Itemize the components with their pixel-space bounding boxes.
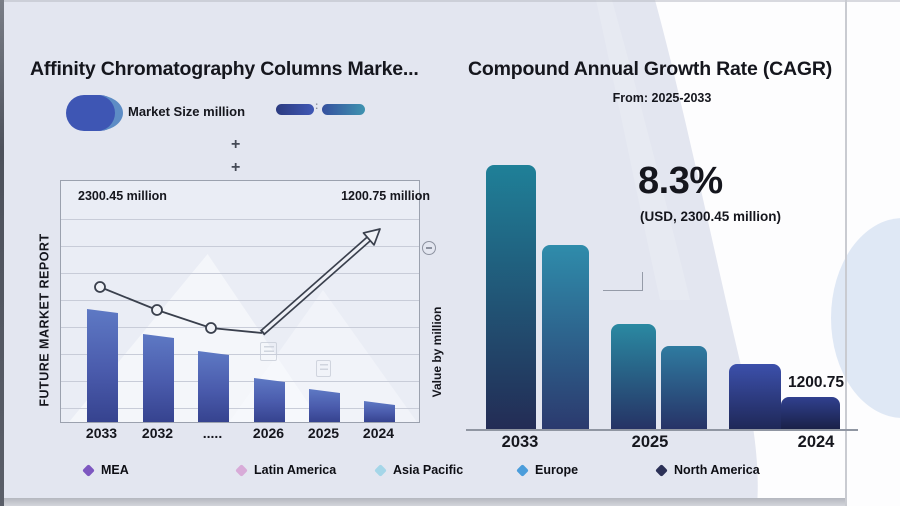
cagr-category-label: 2025 xyxy=(631,433,669,451)
cylinder-icon xyxy=(66,95,123,131)
legend-label: North America xyxy=(674,463,760,477)
cagr-reference-value: (USD, 2300.45 million) xyxy=(640,209,782,224)
cagr-category-label: 2024 xyxy=(797,433,835,451)
plus-icon-top: + xyxy=(231,136,241,153)
future-market-report-label: FUTURE MARKET REPORT xyxy=(37,233,52,407)
scale-pill-icon-2 xyxy=(322,104,365,115)
right-chart-baseline xyxy=(466,429,858,431)
market-size-bar xyxy=(198,351,229,422)
legend-diamond-icon xyxy=(374,464,387,477)
bar-value-label: 1200.75 xyxy=(788,374,845,391)
gridline xyxy=(61,246,419,247)
gridline xyxy=(61,219,419,220)
top-edge-line xyxy=(0,0,900,2)
category-label: ..... xyxy=(202,425,223,441)
left-panel-title: Affinity Chromatography Columns Marke... xyxy=(30,58,419,80)
document-watermark-icon xyxy=(316,360,331,377)
cagr-bar xyxy=(542,245,589,429)
market-size-bar xyxy=(87,309,118,422)
category-label: 2026 xyxy=(252,425,285,441)
plus-icon-bottom: + xyxy=(231,159,241,176)
gridline xyxy=(61,408,419,409)
cagr-bar xyxy=(611,324,656,429)
market-size-bar xyxy=(254,378,285,422)
cagr-bar xyxy=(661,346,707,429)
gridline xyxy=(61,381,419,382)
cagr-subtitle: From: 2025-2033 xyxy=(612,91,712,105)
legend-diamond-icon xyxy=(655,464,668,477)
left-edge-line xyxy=(0,0,4,506)
category-label: 2025 xyxy=(307,425,340,441)
legend-label: Europe xyxy=(535,463,579,477)
market-size-legend-label: Market Size million xyxy=(128,104,246,119)
cagr-bar xyxy=(729,364,781,429)
minus-circle-icon xyxy=(422,241,436,255)
gridline xyxy=(61,273,419,274)
value-by-million-label: Value by million xyxy=(430,306,444,398)
bottom-edge-strip xyxy=(4,498,846,506)
legend-diamond-icon xyxy=(235,464,248,477)
market-size-bar xyxy=(364,401,395,422)
end-value-label: 1200.75 million xyxy=(341,189,430,203)
pill-separator: : xyxy=(315,101,319,112)
cagr-value: 8.3% xyxy=(638,160,723,202)
category-label: 2024 xyxy=(362,425,395,441)
legend-label: Latin America xyxy=(254,463,337,477)
gridline xyxy=(61,354,419,355)
gridline xyxy=(61,300,419,301)
right-divider-line xyxy=(845,0,847,506)
document-watermark-icon xyxy=(260,342,277,361)
category-label: 2033 xyxy=(85,425,118,441)
start-value-label: 2300.45 million xyxy=(78,189,167,203)
scale-pill-icon-1 xyxy=(276,104,314,115)
right-panel-title: Compound Annual Growth Rate (CAGR) xyxy=(468,58,833,80)
legend-label: Asia Pacific xyxy=(393,463,464,477)
category-label: 2032 xyxy=(141,425,174,441)
step-line-icon xyxy=(603,272,643,291)
legend-label: MEA xyxy=(101,463,129,477)
cagr-bar xyxy=(781,397,840,429)
cagr-category-label: 2033 xyxy=(501,433,539,451)
legend-diamond-icon xyxy=(516,464,529,477)
cagr-bar xyxy=(486,165,536,429)
market-size-bar xyxy=(309,389,340,422)
legend-diamond-icon xyxy=(82,464,95,477)
left-chart-plot-area xyxy=(60,180,420,423)
market-size-bar xyxy=(143,334,174,422)
